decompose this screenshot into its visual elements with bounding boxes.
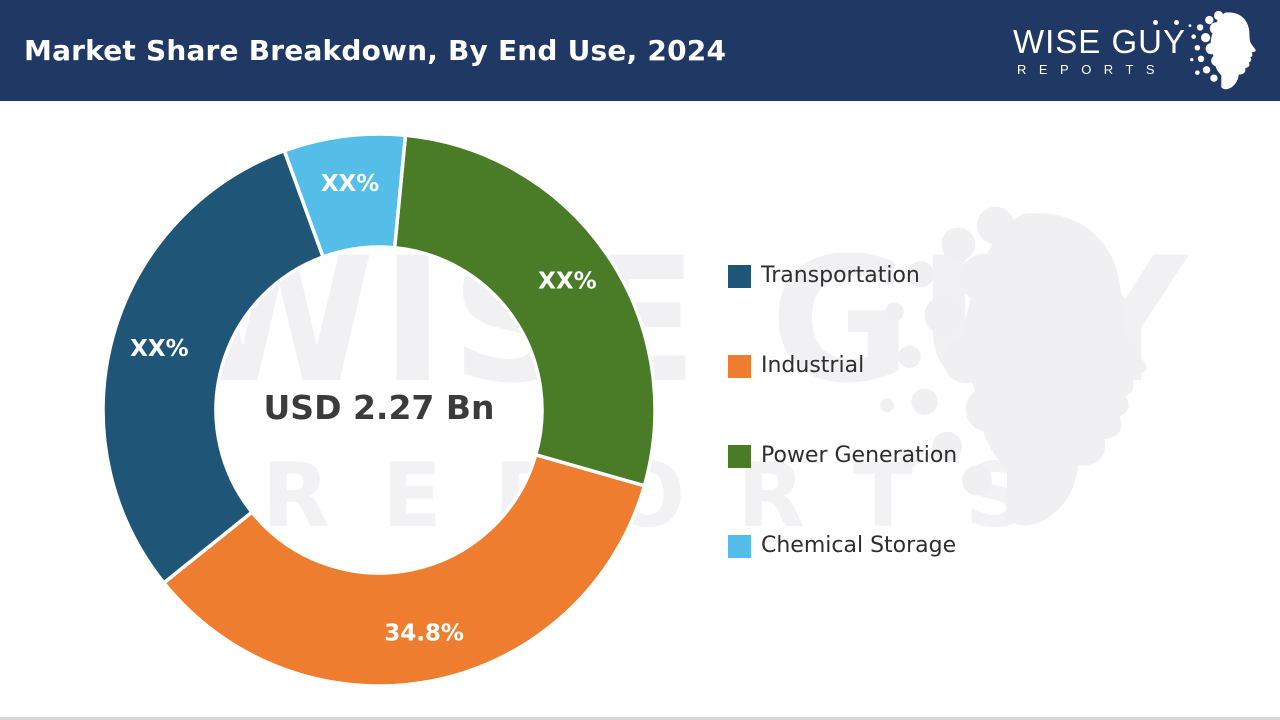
logo-dot <box>1153 20 1158 25</box>
donut-chart: XX% 34.8% XX% XX% <box>101 132 657 688</box>
logo-text: WISE GUY REPORTS <box>1012 20 1186 77</box>
legend-item-power-generation: Power Generation <box>728 444 957 468</box>
legend-swatch-chemical-storage <box>728 534 751 558</box>
legend-item-transportation: Transportation <box>728 264 957 288</box>
logo-wordmark: WISE GUY <box>1012 23 1186 60</box>
slice-power-generation <box>392 133 657 488</box>
donut-center-value: USD 2.27 Bn <box>263 388 495 427</box>
logo-subtext: REPORTS <box>1016 62 1168 77</box>
legend-swatch-power-generation <box>728 444 751 468</box>
wise-guy-reports-logo: WISE GUY REPORTS <box>1013 9 1262 92</box>
legend-item-industrial: Industrial <box>728 354 957 378</box>
slice-industrial <box>161 452 647 688</box>
slice-label-transportation: XX% <box>130 336 189 362</box>
slice-chemical-storage <box>282 132 408 260</box>
legend-label: Chemical Storage <box>761 533 957 558</box>
logo-head-icon <box>1188 10 1256 90</box>
header: Market Share Breakdown, By End Use, 2024… <box>0 0 1280 101</box>
legend: Transportation Industrial Power Generati… <box>728 264 957 624</box>
slice-label-power-generation: XX% <box>538 269 597 295</box>
legend-swatch-industrial <box>728 354 751 378</box>
slice-transportation <box>101 148 326 586</box>
chart-title: Market Share Breakdown, By End Use, 2024 <box>24 34 727 67</box>
slice-label-industrial: 34.8% <box>384 621 464 647</box>
legend-label: Transportation <box>761 263 920 288</box>
legend-label: Power Generation <box>761 443 958 468</box>
legend-swatch-transportation <box>728 264 751 288</box>
legend-label: Industrial <box>761 353 865 378</box>
slice-label-chemical-storage: XX% <box>321 171 380 197</box>
logo-dot <box>1174 20 1179 25</box>
legend-item-chemical-storage: Chemical Storage <box>728 534 957 558</box>
